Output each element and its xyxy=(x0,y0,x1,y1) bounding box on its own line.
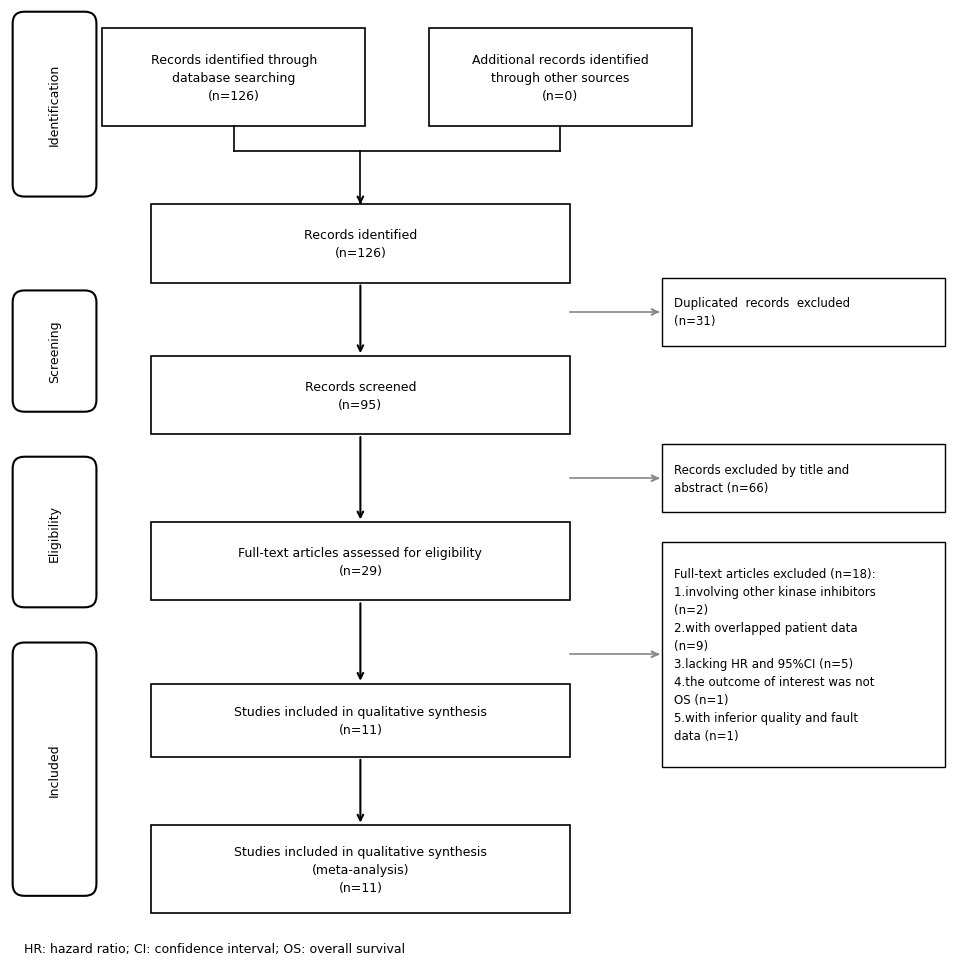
FancyBboxPatch shape xyxy=(13,457,96,608)
Bar xyxy=(662,278,945,347)
Text: Included: Included xyxy=(48,743,61,796)
Text: Additional records identified
through other sources
(n=0): Additional records identified through ot… xyxy=(471,54,649,103)
Bar xyxy=(151,523,570,601)
FancyBboxPatch shape xyxy=(13,291,96,412)
Text: Records identified through
database searching
(n=126): Records identified through database sear… xyxy=(151,54,317,103)
Text: Records identified
(n=126): Records identified (n=126) xyxy=(304,229,417,260)
Text: Full-text articles assessed for eligibility
(n=29): Full-text articles assessed for eligibil… xyxy=(239,546,482,577)
Text: Studies included in qualitative synthesis
(n=11): Studies included in qualitative synthesi… xyxy=(234,705,487,736)
Bar xyxy=(662,445,945,513)
Bar xyxy=(151,826,570,913)
Text: Screening: Screening xyxy=(48,320,61,383)
Bar xyxy=(151,205,570,283)
Text: Eligibility: Eligibility xyxy=(48,504,61,561)
Bar xyxy=(429,29,692,127)
Bar xyxy=(151,684,570,757)
FancyBboxPatch shape xyxy=(13,643,96,896)
Bar xyxy=(662,542,945,767)
Text: Studies included in qualitative synthesis
(meta-analysis)
(n=11): Studies included in qualitative synthesi… xyxy=(234,845,487,894)
Text: HR: hazard ratio; CI: confidence interval; OS: overall survival: HR: hazard ratio; CI: confidence interva… xyxy=(24,943,405,956)
Text: Identification: Identification xyxy=(48,64,61,147)
Text: Records screened
(n=95): Records screened (n=95) xyxy=(305,380,416,411)
Text: Duplicated  records  excluded
(n=31): Duplicated records excluded (n=31) xyxy=(674,297,850,328)
Text: Records excluded by title and
abstract (n=66): Records excluded by title and abstract (… xyxy=(674,463,849,494)
Text: Full-text articles excluded (n=18):
1.involving other kinase inhibitors
(n=2)
2.: Full-text articles excluded (n=18): 1.in… xyxy=(674,568,876,742)
FancyBboxPatch shape xyxy=(13,13,96,197)
Bar xyxy=(151,357,570,435)
Bar xyxy=(102,29,365,127)
